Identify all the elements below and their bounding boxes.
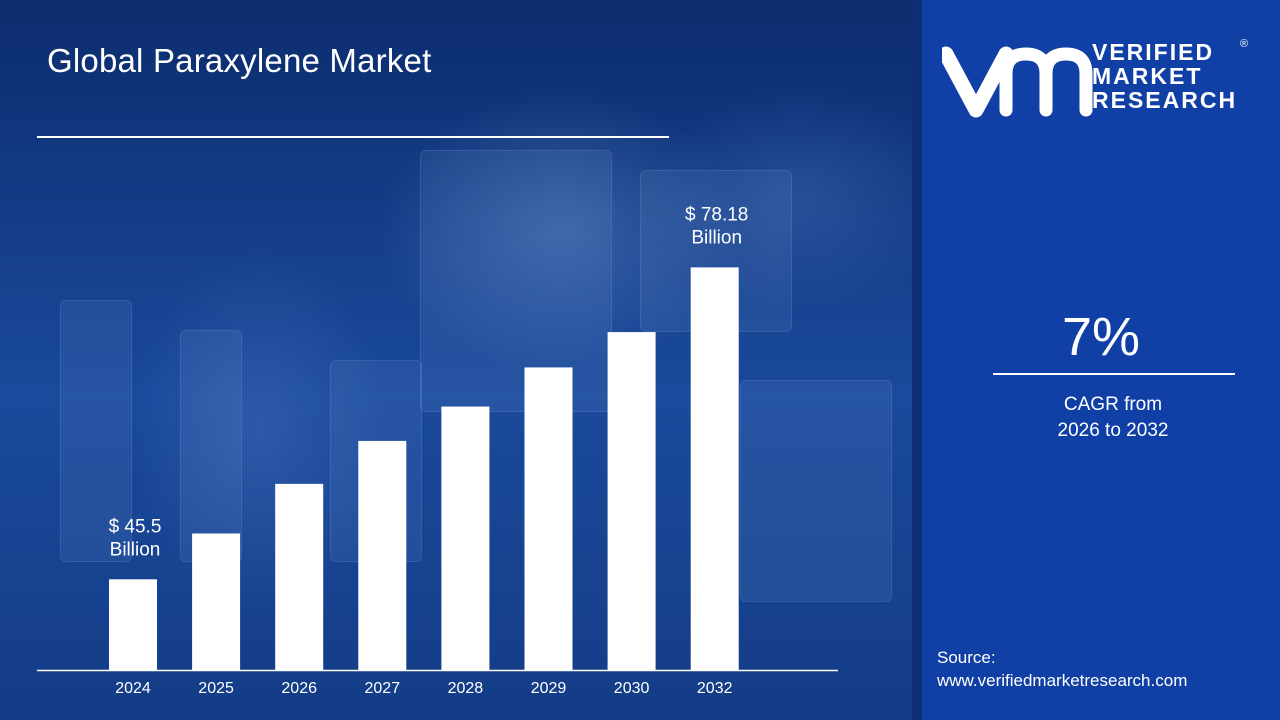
source-url: www.verifiedmarketresearch.com <box>937 671 1188 690</box>
data-label-2024: Billion <box>110 539 161 560</box>
data-label-2032: Billion <box>691 227 742 248</box>
brand-line-2: MARKET <box>1092 63 1203 89</box>
x-tick-label: 2025 <box>198 680 234 697</box>
cagr-label-line-1: CAGR from <box>1063 394 1163 415</box>
chart-title: Global Paraxylene Market <box>47 42 432 79</box>
vmr-logo-icon <box>942 46 1093 118</box>
source-label: Source: <box>937 648 996 667</box>
cagr-value: 7% <box>1061 307 1141 367</box>
data-label-2032: $ 78.18 <box>685 204 748 225</box>
cagr-underline <box>993 373 1235 375</box>
background-glassware <box>60 300 132 562</box>
bar-2032 <box>690 267 739 670</box>
bar-2027 <box>358 440 407 670</box>
x-tick-label: 2029 <box>531 680 567 697</box>
source-note: Source: www.verifiedmarketresearch.com <box>937 646 1187 692</box>
title-underline <box>37 136 669 138</box>
background-glassware <box>180 330 242 562</box>
cagr-label: CAGR from 2026 to 2032 <box>922 392 1280 444</box>
chart-panel: Global Paraxylene Market 2024 2025 2026 202… <box>0 0 920 720</box>
x-tick-label: 2032 <box>697 680 733 697</box>
brand-line-1: VERIFIED <box>1092 39 1215 65</box>
info-panel: VERIFIED MARKET RESEARCH ® 7% CAGR from … <box>922 0 1280 720</box>
x-tick-label: 2030 <box>614 680 650 697</box>
bar-chart: 2024 2025 2026 2027 2028 2029 2030 2032$ 45.5Bi… <box>37 204 838 697</box>
cagr-label-line-2: 2026 to 2032 <box>1057 420 1169 441</box>
bar-2030 <box>607 332 656 670</box>
brand-line-3: RESEARCH <box>1092 87 1238 113</box>
bar-2024 <box>109 579 157 670</box>
registered-mark: ® <box>1240 38 1249 50</box>
x-tick-label: 2028 <box>448 680 484 697</box>
data-label-2024: $ 45.5 <box>109 516 162 537</box>
bar-2029 <box>524 367 573 670</box>
brand-name: VERIFIED MARKET RESEARCH <box>1092 40 1237 112</box>
background-glassware <box>420 150 612 412</box>
panel-divider <box>912 0 922 720</box>
x-tick-label: 2024 <box>115 680 151 697</box>
background-glassware <box>740 380 892 602</box>
bar-2026 <box>275 483 324 670</box>
bar-2025 <box>192 533 241 670</box>
bar-2028 <box>441 406 490 670</box>
x-tick-label: 2026 <box>281 680 317 697</box>
x-tick-label: 2027 <box>365 680 401 697</box>
